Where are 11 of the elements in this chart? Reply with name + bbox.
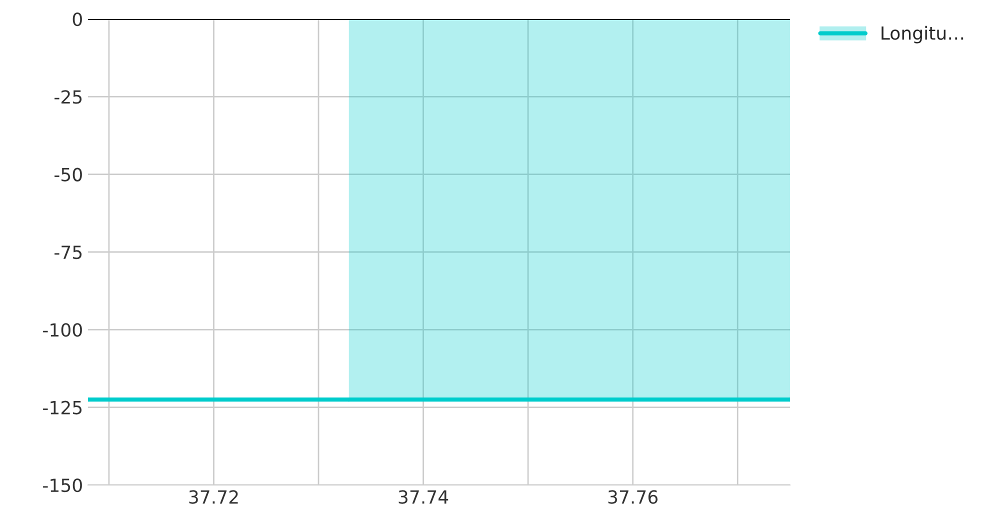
y-tick-label: -50	[54, 168, 82, 182]
y-tick-label: 0	[72, 12, 82, 26]
y-tick-label: -150	[43, 478, 82, 492]
x-tick-label: 37.74	[398, 490, 448, 504]
y-tick-label: -75	[54, 246, 82, 260]
x-tick-label: 37.76	[608, 490, 658, 504]
y-tick-label: -25	[54, 90, 82, 104]
y-tick-label: -125	[43, 400, 82, 414]
y-tick-label: -100	[43, 323, 82, 337]
legend-label: Longitu…	[882, 26, 964, 44]
x-tick-label: 37.72	[189, 490, 238, 504]
